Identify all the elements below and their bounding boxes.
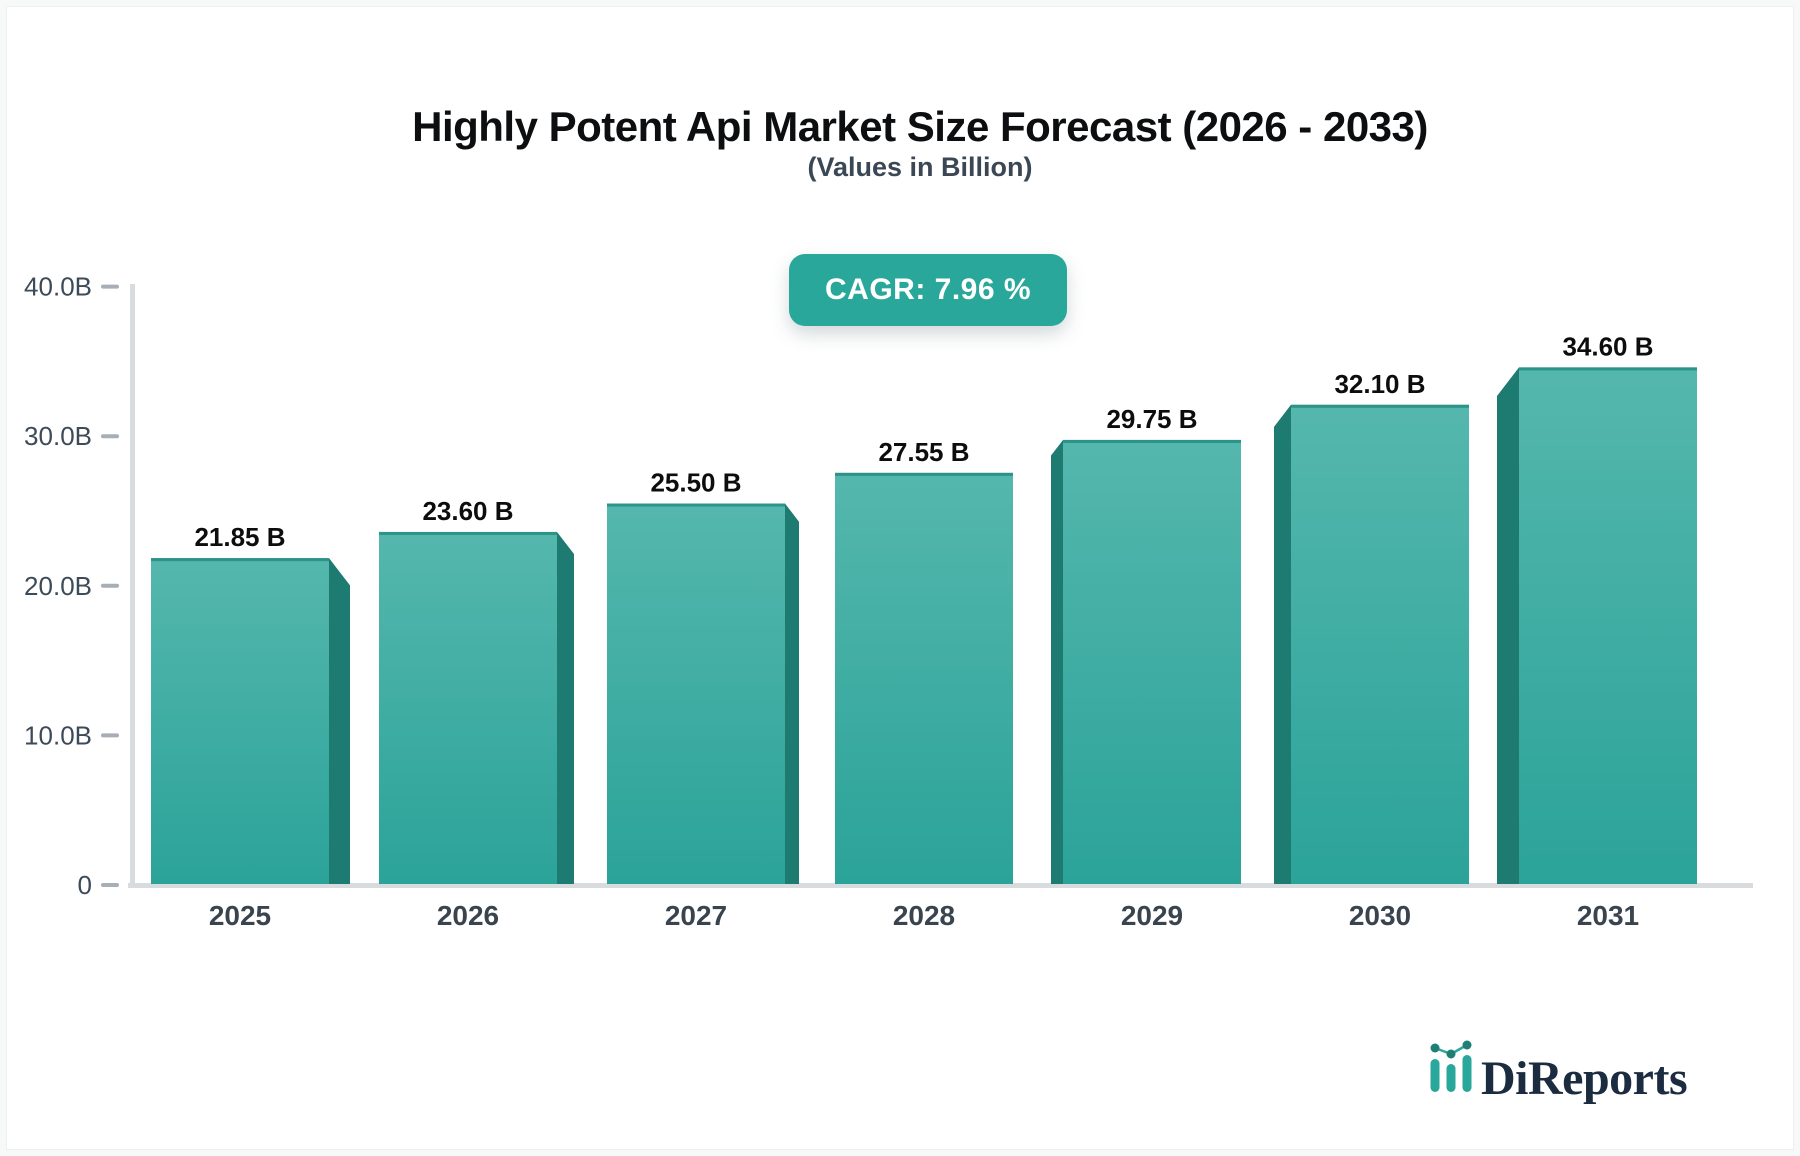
x-axis-line	[128, 883, 1753, 888]
bar-value-label-2026: 23.60 B	[422, 496, 513, 526]
logo-bar-right	[1462, 1055, 1472, 1092]
y-tick-label-0: 0	[78, 870, 92, 900]
bar-value-label-2029: 29.75 B	[1106, 404, 1197, 434]
cagr-badge: CAGR: 7.96 %	[789, 254, 1068, 326]
x-axis-label-2031: 2031	[1577, 900, 1639, 931]
x-axis-label-2025: 2025	[209, 900, 271, 931]
logo-dot-right	[1462, 1040, 1472, 1050]
cagr-badge-label: CAGR: 7.96 %	[825, 273, 1032, 306]
x-axis-label-2030: 2030	[1349, 900, 1411, 931]
bar-top-edge-2026	[379, 531, 557, 535]
logo-dot-left	[1430, 1043, 1440, 1053]
y-tick-label-4: 40.0B	[24, 272, 92, 302]
y-tick-label-2: 20.0B	[24, 571, 92, 601]
bar-value-label-2027: 25.50 B	[650, 468, 741, 498]
bar-2025[interactable]	[151, 558, 329, 884]
logo-dot-middle	[1446, 1049, 1456, 1059]
x-axis-label-2027: 2027	[665, 900, 727, 931]
bar-2028[interactable]	[835, 472, 1013, 884]
x-axis-label-2026: 2026	[437, 900, 499, 931]
y-tick-3	[101, 434, 119, 439]
bar-value-label-2031: 34.60 B	[1562, 331, 1653, 361]
bar-side-2025	[329, 558, 350, 884]
brand-chart-bars-icon	[1430, 1040, 1472, 1092]
bar-side-2027	[785, 503, 799, 884]
bar-side-2029	[1051, 439, 1063, 884]
chart-subtitle: (Values in Billion)	[807, 152, 1033, 182]
bar-top-edge-2028	[835, 472, 1013, 476]
bar-top-edge-2031	[1519, 367, 1697, 371]
x-axis-label-2028: 2028	[893, 900, 955, 931]
bar-2031[interactable]	[1519, 367, 1697, 884]
y-axis-line	[130, 284, 135, 888]
bar-2027[interactable]	[607, 503, 785, 884]
bar-2030[interactable]	[1291, 404, 1469, 884]
bar-value-label-2030: 32.10 B	[1334, 369, 1425, 399]
bar-side-2030	[1274, 404, 1291, 884]
chart-title: Highly Potent Api Market Size Forecast (…	[412, 103, 1428, 150]
bar-top-edge-2027	[607, 503, 785, 507]
bar-2026[interactable]	[379, 531, 557, 884]
logo-bar-middle	[1446, 1064, 1456, 1092]
x-axis-label-2029: 2029	[1121, 900, 1183, 931]
y-tick-2	[101, 583, 119, 588]
y-tick-1	[101, 733, 119, 738]
y-tick-label-3: 30.0B	[24, 421, 92, 451]
y-tick-4	[101, 284, 119, 289]
bar-top-edge-2025	[151, 558, 329, 562]
brand-logo-text: DiReports	[1481, 1052, 1688, 1105]
y-tick-label-1: 10.0B	[24, 720, 92, 750]
logo-bar-left	[1430, 1059, 1440, 1092]
bar-value-label-2028: 27.55 B	[878, 437, 969, 467]
brand-logo: DiReports	[1428, 1036, 1688, 1105]
bar-value-label-2025: 21.85 B	[194, 522, 285, 552]
y-tick-0	[101, 883, 119, 887]
bar-top-edge-2030	[1291, 404, 1469, 408]
bar-side-2026	[557, 531, 574, 884]
bar-top-edge-2029	[1063, 439, 1241, 443]
bar-2029[interactable]	[1063, 439, 1241, 884]
bar-side-2031	[1497, 367, 1519, 884]
